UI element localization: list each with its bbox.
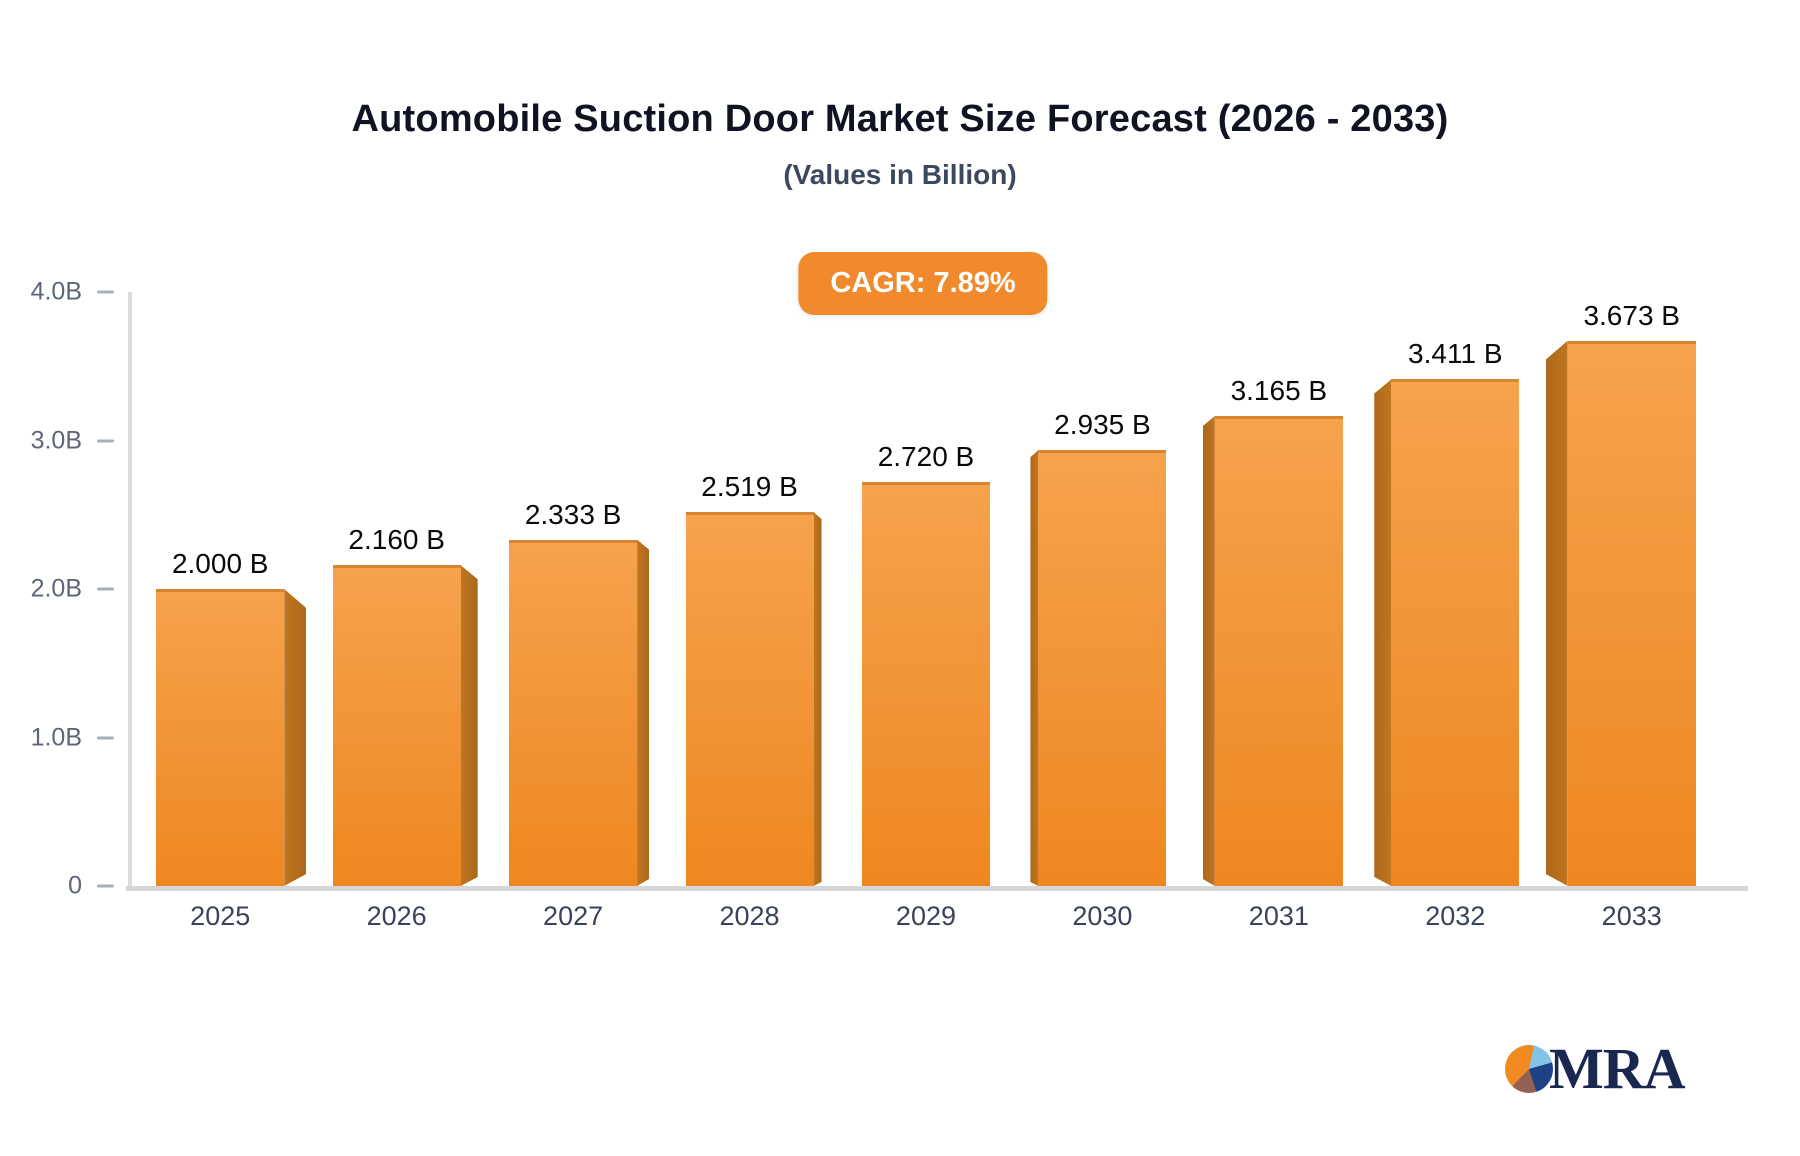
bar-slot: 2.720 B bbox=[838, 292, 1014, 886]
bar-value-label: 2.000 B bbox=[171, 548, 269, 579]
bar: 3.673 B bbox=[1567, 300, 1696, 886]
bar-value-label: 2.160 B bbox=[348, 524, 445, 556]
bar-front-face bbox=[1567, 340, 1696, 886]
bar-value-label: 2.720 B bbox=[877, 441, 975, 473]
x-axis-labels: 2025 2026 2027 2028 2029 2030 2031 2032 2033 bbox=[132, 901, 1720, 932]
bar-slot: 2.333 B bbox=[485, 292, 661, 886]
bar-front-face bbox=[1214, 416, 1343, 886]
brand-logo: MRA bbox=[1505, 1036, 1686, 1101]
y-tick: 4.0B bbox=[0, 278, 128, 307]
bar: 2.720 B bbox=[861, 441, 990, 886]
y-tick-mark bbox=[97, 884, 114, 888]
bar-front-face bbox=[156, 589, 285, 886]
bar-side-face bbox=[461, 565, 478, 886]
bar: 2.160 B bbox=[332, 524, 461, 886]
bar-front-face bbox=[509, 539, 638, 886]
bar: 2.000 B bbox=[156, 548, 285, 886]
bar-value-label: 3.673 B bbox=[1583, 299, 1680, 331]
bar-front-face bbox=[1038, 450, 1167, 886]
bar-slot: 3.673 B bbox=[1544, 292, 1720, 886]
pie-chart-logo-icon bbox=[1505, 1045, 1553, 1093]
x-tick-label: 2025 bbox=[190, 901, 251, 931]
bar-value-label: 3.165 B bbox=[1230, 375, 1328, 406]
bar-side-face bbox=[814, 512, 822, 886]
bar-front-face bbox=[332, 565, 461, 886]
bar-slot: 2.519 B bbox=[661, 292, 837, 886]
bar-slot: 2.160 B bbox=[308, 292, 484, 886]
bar-value-label: 2.519 B bbox=[701, 470, 798, 502]
y-tick-label: 3.0B bbox=[30, 426, 82, 454]
bar: 2.935 B bbox=[1038, 409, 1167, 886]
x-axis-baseline bbox=[126, 886, 1748, 891]
bar-side-face bbox=[1030, 450, 1038, 886]
bar-slot: 2.935 B bbox=[1014, 292, 1190, 886]
x-tick-label: 2026 bbox=[366, 901, 427, 931]
bar-side-face bbox=[1374, 379, 1391, 886]
cagr-badge: CAGR: 7.89% bbox=[798, 252, 1048, 315]
y-tick: 3.0B bbox=[0, 426, 128, 455]
brand-logo-text: MRA bbox=[1549, 1036, 1686, 1101]
bar: 3.411 B bbox=[1391, 338, 1520, 886]
bar: 3.165 B bbox=[1214, 375, 1343, 886]
chart-subtitle: (Values in Billion) bbox=[783, 159, 1017, 190]
y-tick-label: 1.0B bbox=[30, 723, 82, 751]
x-tick-label: 2028 bbox=[719, 901, 780, 931]
bar-value-label: 2.935 B bbox=[1054, 409, 1151, 441]
y-tick-mark bbox=[97, 736, 114, 739]
y-tick-mark bbox=[97, 587, 114, 591]
bar-side-face bbox=[284, 589, 306, 886]
y-tick: 2.0B bbox=[0, 575, 128, 604]
bar-side-face bbox=[1546, 341, 1568, 886]
bar: 2.519 B bbox=[685, 471, 814, 886]
y-tick-label: 4.0B bbox=[30, 277, 82, 306]
bar-value-label: 2.333 B bbox=[524, 498, 622, 530]
bar-slot: 3.411 B bbox=[1367, 292, 1543, 886]
bar-front-face bbox=[1391, 379, 1520, 886]
bar-slot: 3.165 B bbox=[1191, 292, 1367, 886]
bar-side-face bbox=[637, 540, 649, 886]
x-tick-label: 2031 bbox=[1248, 901, 1309, 931]
x-tick-label: 2029 bbox=[895, 901, 956, 931]
bar-front-face bbox=[861, 482, 990, 886]
x-tick-label: 2030 bbox=[1072, 901, 1133, 931]
y-tick-mark bbox=[97, 439, 114, 442]
bar-value-label: 3.411 B bbox=[1408, 338, 1503, 370]
y-tick: 1.0B bbox=[0, 723, 128, 752]
y-axis-line bbox=[128, 292, 132, 891]
y-tick-label: 0 bbox=[68, 871, 82, 900]
bar: 2.333 B bbox=[509, 499, 638, 886]
y-tick-mark bbox=[97, 290, 114, 294]
chart-title: Automobile Suction Door Market Size Fore… bbox=[351, 98, 1449, 140]
plot-bars: 2.000 B 2.160 B 2.333 B 2.519 B 2.720 B 2.935… bbox=[132, 292, 1720, 886]
x-tick-label: 2032 bbox=[1425, 901, 1486, 931]
x-tick-label: 2033 bbox=[1601, 901, 1662, 931]
y-tick-label: 2.0B bbox=[30, 574, 82, 603]
chart-header: Automobile Suction Door Market Size Fore… bbox=[0, 0, 1800, 191]
bar-side-face bbox=[1203, 416, 1215, 886]
bar-slot: 2.000 B bbox=[132, 292, 308, 886]
bar-front-face bbox=[685, 511, 814, 886]
y-tick: 0 bbox=[0, 872, 128, 901]
x-tick-label: 2027 bbox=[543, 901, 604, 931]
